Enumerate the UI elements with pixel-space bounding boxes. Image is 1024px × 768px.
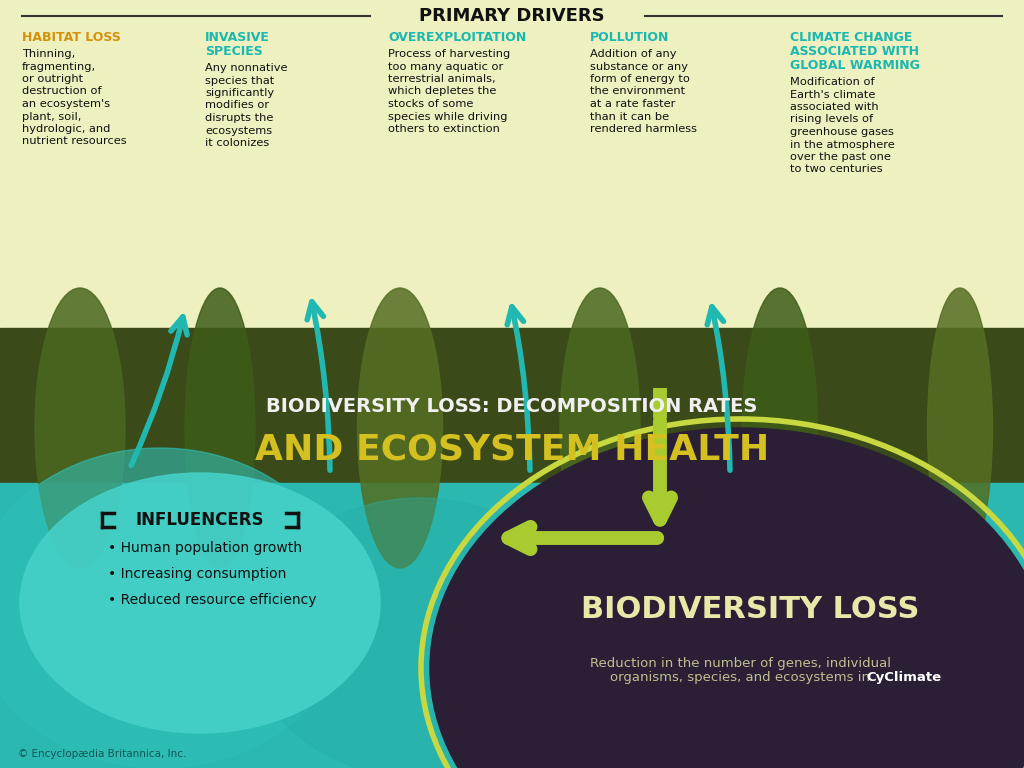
Text: organisms, species, and ecosystems in: organisms, species, and ecosystems in: [610, 671, 870, 684]
Text: AND ECOSYSTEM HEALTH: AND ECOSYSTEM HEALTH: [255, 433, 769, 467]
Text: too many aquatic or: too many aquatic or: [388, 61, 503, 71]
Ellipse shape: [928, 288, 992, 568]
Text: terrestrial animals,: terrestrial animals,: [388, 74, 496, 84]
Text: rising levels of: rising levels of: [790, 114, 873, 124]
Text: modifies or: modifies or: [205, 101, 269, 111]
Text: HABITAT LOSS: HABITAT LOSS: [22, 31, 121, 44]
Text: Thinning,: Thinning,: [22, 49, 75, 59]
Text: • Reduced resource efficiency: • Reduced resource efficiency: [108, 593, 316, 607]
Ellipse shape: [185, 288, 255, 568]
Text: CyClimate: CyClimate: [866, 671, 941, 684]
Ellipse shape: [250, 498, 590, 768]
Text: GLOBAL WARMING: GLOBAL WARMING: [790, 59, 920, 72]
Text: form of energy to: form of energy to: [590, 74, 690, 84]
Text: greenhouse gases: greenhouse gases: [790, 127, 894, 137]
Text: ecosystems: ecosystems: [205, 125, 272, 135]
Text: BIODIVERSITY LOSS: BIODIVERSITY LOSS: [581, 595, 920, 624]
Ellipse shape: [20, 473, 380, 733]
Text: others to extinction: others to extinction: [388, 124, 500, 134]
Text: to two centuries: to two centuries: [790, 164, 883, 174]
Text: SPECIES: SPECIES: [205, 45, 263, 58]
Text: disrupts the: disrupts the: [205, 113, 273, 123]
Bar: [0, 0, 1024, 378]
Text: nutrient resources: nutrient resources: [22, 137, 127, 147]
Text: significantly: significantly: [205, 88, 274, 98]
Ellipse shape: [357, 288, 442, 568]
Text: the environment: the environment: [590, 87, 685, 97]
Text: in the atmosphere: in the atmosphere: [790, 140, 895, 150]
Ellipse shape: [430, 428, 1024, 768]
Text: at a rate faster: at a rate faster: [590, 99, 676, 109]
Text: CLIMATE CHANGE: CLIMATE CHANGE: [790, 31, 912, 44]
Text: OVEREXPLOITATION: OVEREXPLOITATION: [388, 31, 526, 44]
Text: • Increasing consumption: • Increasing consumption: [108, 567, 287, 581]
Text: INVASIVE: INVASIVE: [205, 31, 270, 44]
Bar: [0, 483, 1024, 768]
Text: Any nonnative: Any nonnative: [205, 63, 288, 73]
Text: plant, soil,: plant, soil,: [22, 111, 81, 121]
Text: Addition of any: Addition of any: [590, 49, 677, 59]
Text: or outright: or outright: [22, 74, 83, 84]
Text: substance or any: substance or any: [590, 61, 688, 71]
Text: BIODIVERSITY LOSS: DECOMPOSITION RATES: BIODIVERSITY LOSS: DECOMPOSITION RATES: [266, 396, 758, 415]
Text: Reduction in the number of genes, individual: Reduction in the number of genes, indivi…: [590, 657, 891, 670]
Text: it colonizes: it colonizes: [205, 138, 269, 148]
Text: which depletes the: which depletes the: [388, 87, 497, 97]
Text: hydrologic, and: hydrologic, and: [22, 124, 111, 134]
Text: associated with: associated with: [790, 102, 879, 112]
Text: © Encyclopædia Britannica, Inc.: © Encyclopædia Britannica, Inc.: [18, 749, 186, 759]
Ellipse shape: [35, 288, 125, 568]
Text: Modification of: Modification of: [790, 77, 874, 87]
Text: rendered harmless: rendered harmless: [590, 124, 697, 134]
Text: fragmenting,: fragmenting,: [22, 61, 96, 71]
Text: stocks of some: stocks of some: [388, 99, 473, 109]
Bar: [0, 328, 1024, 498]
Text: ASSOCIATED WITH: ASSOCIATED WITH: [790, 45, 919, 58]
Text: species that: species that: [205, 75, 274, 85]
Text: PRIMARY DRIVERS: PRIMARY DRIVERS: [419, 7, 605, 25]
Text: Earth's climate: Earth's climate: [790, 90, 876, 100]
Text: over the past one: over the past one: [790, 152, 891, 162]
Text: an ecosystem's: an ecosystem's: [22, 99, 111, 109]
Text: destruction of: destruction of: [22, 87, 101, 97]
Ellipse shape: [560, 288, 640, 568]
Text: Process of harvesting: Process of harvesting: [388, 49, 510, 59]
Text: POLLUTION: POLLUTION: [590, 31, 670, 44]
Text: than it can be: than it can be: [590, 111, 669, 121]
Text: INFLUENCERS: INFLUENCERS: [136, 511, 264, 529]
Text: species while driving: species while driving: [388, 111, 508, 121]
Ellipse shape: [0, 448, 350, 768]
Text: • Human population growth: • Human population growth: [108, 541, 302, 555]
Ellipse shape: [742, 288, 817, 568]
